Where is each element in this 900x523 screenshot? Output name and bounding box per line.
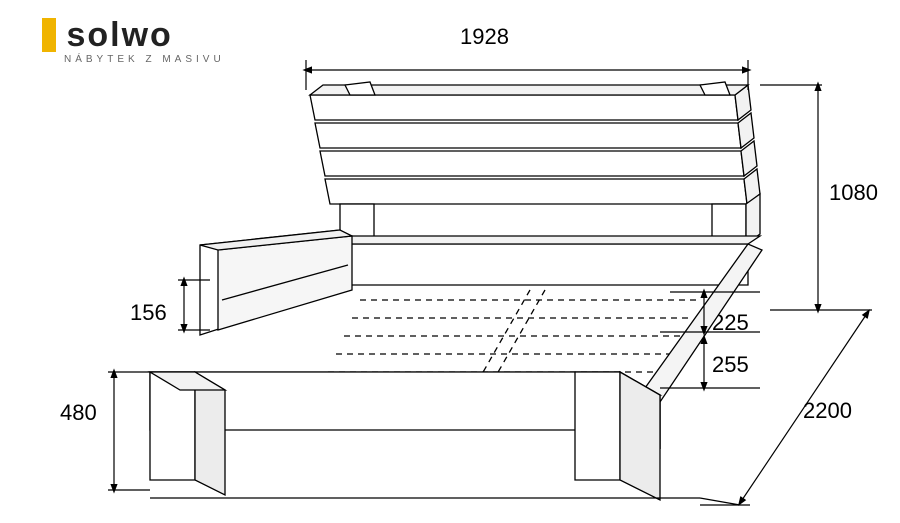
rear-panel [340,236,760,285]
bed-diagram [0,0,900,523]
headboard [310,82,760,204]
left-rail [200,230,352,335]
